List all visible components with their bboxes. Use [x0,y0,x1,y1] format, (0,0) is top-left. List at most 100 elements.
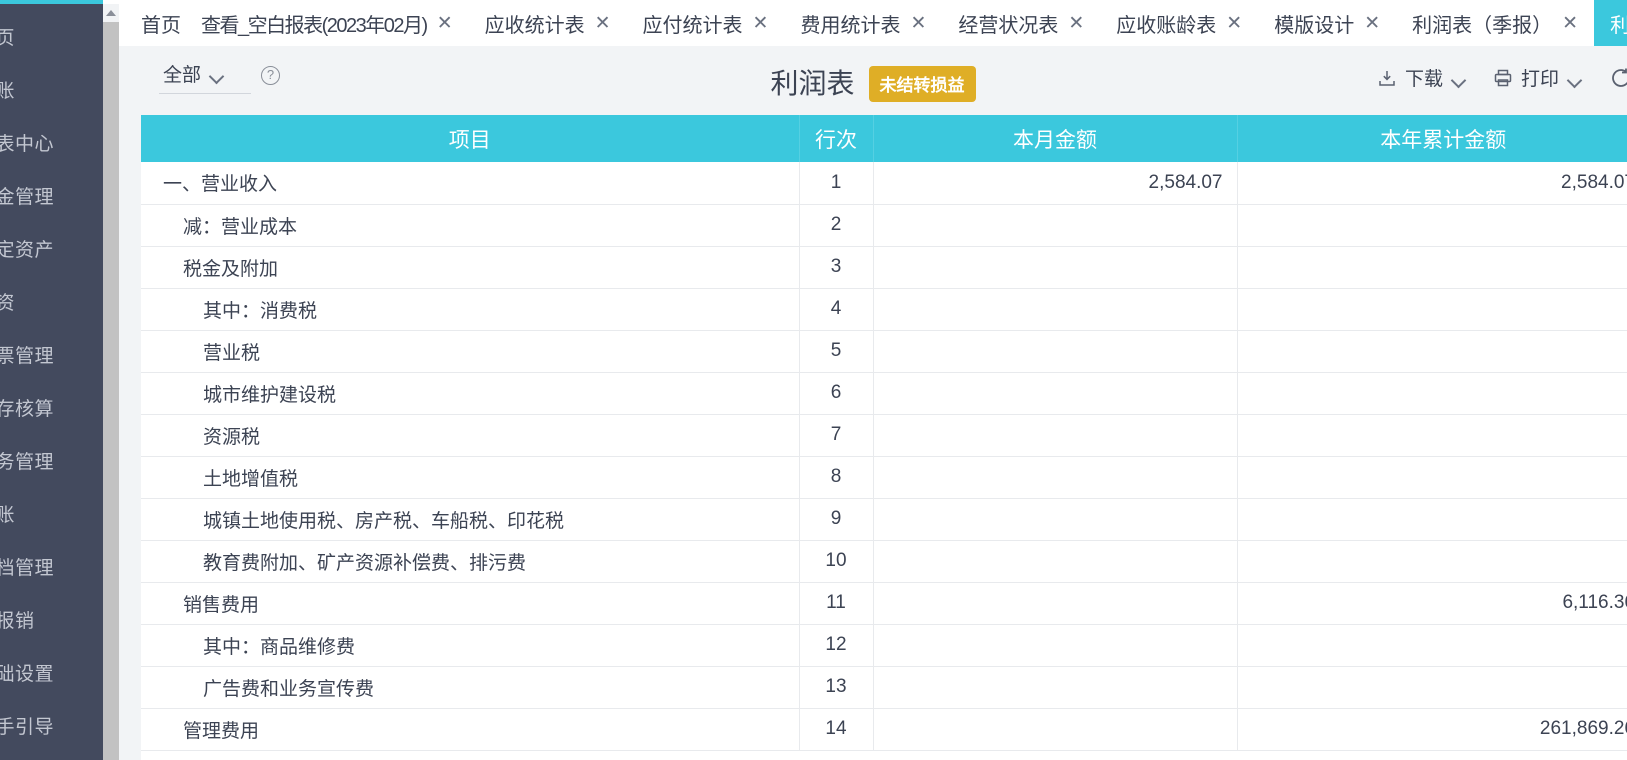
table-row[interactable]: 广告费和业务宣传费 13 [141,666,1627,709]
table-row[interactable]: 销售费用 11 6,116.36 [141,582,1627,625]
cell-line: 13 [799,666,874,709]
cell-month-amount[interactable] [873,246,1238,289]
table-row[interactable]: 教育费附加、矿产资源补偿费、排污费 10 [141,540,1627,583]
cell-item: 管理费用 [141,708,800,751]
close-icon[interactable]: ✕ [436,12,453,34]
cell-year-amount[interactable]: 6,116.36 [1237,582,1627,625]
sidebar-scrollbar[interactable] [103,4,119,760]
sidebar-item-home[interactable]: 首页 [0,10,103,63]
table-row[interactable]: 其中：商品维修费 12 [141,624,1627,667]
cell-year-amount[interactable]: 261,869.26 [1237,708,1627,751]
cell-item: 教育费附加、矿产资源补偿费、排污费 [141,540,800,583]
sidebar-item-getting-started[interactable]: 新手引导 [0,699,103,752]
table-row[interactable]: 营业税 5 [141,330,1627,373]
refresh-button[interactable] [1609,66,1627,90]
table-row[interactable]: 税金及附加 3 [141,246,1627,289]
table-row[interactable]: 土地增值税 8 [141,456,1627,499]
scope-select[interactable]: 全部 [159,60,251,94]
tab-receivable-aging[interactable]: 应收账龄表 ✕ [1100,0,1258,46]
sidebar-item-label: 首页 [0,28,16,49]
sidebar-item-tax-management[interactable]: 税务管理 [0,434,103,487]
cell-month-amount[interactable] [873,414,1238,457]
filter-group: 全部 ? [159,60,280,94]
cell-year-amount[interactable] [1237,288,1627,331]
cell-year-amount[interactable] [1237,666,1627,709]
tab-home[interactable]: 首页 [141,0,185,46]
cell-month-amount[interactable] [873,288,1238,331]
column-header-line[interactable]: 行次 [799,115,874,162]
report-table-container[interactable]: 项目 行次 本月金额 本年累计金额 一、营业收入 1 2,584.07 2,58… [141,115,1627,760]
sidebar-item-inventory-accounting[interactable]: 库存核算 [0,381,103,434]
scrollbar-thumb[interactable] [103,22,119,760]
sidebar-item-fund-management[interactable]: 资金管理 [0,169,103,222]
close-icon[interactable]: ✕ [1364,12,1381,34]
print-button[interactable]: 打印 [1493,64,1575,91]
close-icon[interactable]: ✕ [1068,12,1085,34]
sidebar-item-label: 总账 [0,81,16,102]
sidebar-item-general-ledger[interactable]: 总账 [0,63,103,116]
sidebar-item-fixed-assets[interactable]: 固定资产 [0,222,103,275]
table-row[interactable]: 城镇土地使用税、房产税、车船税、印花税 9 [141,498,1627,541]
table-row[interactable]: 资源税 7 [141,414,1627,457]
cell-month-amount[interactable] [873,330,1238,373]
cell-month-amount[interactable] [873,204,1238,247]
cell-year-amount[interactable]: 2,584.07 [1237,162,1627,205]
table-row[interactable]: 管理费用 14 261,869.26 [141,708,1627,751]
table-row[interactable]: 其中：消费税 4 [141,288,1627,331]
cell-month-amount[interactable] [873,498,1238,541]
tab-income-statement[interactable]: 利润表 ✕ [1594,0,1627,46]
table-row[interactable]: 一、营业收入 1 2,584.07 2,584.07 [141,162,1627,205]
column-header-item[interactable]: 项目 [141,115,800,162]
close-icon[interactable]: ✕ [594,12,611,34]
sidebar-item-invoice-management[interactable]: 发票管理 [0,328,103,381]
cell-year-amount[interactable] [1237,414,1627,457]
cell-month-amount[interactable] [873,624,1238,667]
sidebar-item-report-center[interactable]: 报表中心 [0,116,103,169]
scroll-up-arrow-icon[interactable] [103,4,119,22]
close-icon[interactable]: ✕ [910,12,927,34]
table-header: 项目 行次 本月金额 本年累计金额 [141,115,1627,162]
cell-month-amount[interactable] [873,540,1238,583]
cell-year-amount[interactable] [1237,372,1627,415]
close-icon[interactable]: ✕ [752,12,769,34]
column-header-year[interactable]: 本年累计金额 [1237,115,1627,162]
sidebar-item-basic-settings[interactable]: 基础设置 [0,646,103,699]
tab-view-blank-report[interactable]: 查看_空白报表(2023年02月) ✕ [185,0,469,46]
cell-month-amount[interactable]: 2,584.07 [873,162,1238,205]
column-header-month[interactable]: 本月金额 [873,115,1238,162]
cell-month-amount[interactable] [873,582,1238,625]
close-icon[interactable]: ✕ [1226,12,1243,34]
tab-receivable-statistics[interactable]: 应收统计表 ✕ [469,0,627,46]
cell-year-amount[interactable] [1237,498,1627,541]
cell-year-amount[interactable] [1237,246,1627,289]
download-icon [1377,68,1397,88]
tab-payable-statistics[interactable]: 应付统计表 ✕ [627,0,785,46]
sidebar-item-payroll[interactable]: 工资 [0,275,103,328]
cell-line: 3 [799,246,874,289]
sidebar-item-expense-reimbursement[interactable]: 畅报销 [0,593,103,646]
table-row[interactable]: 减：营业成本 2 [141,204,1627,247]
cell-year-amount[interactable] [1237,540,1627,583]
cell-year-amount[interactable] [1237,456,1627,499]
cell-month-amount[interactable] [873,456,1238,499]
sidebar-item-period-close[interactable]: 结账 [0,487,103,540]
table-row[interactable]: 城市维护建设税 6 [141,372,1627,415]
cell-item: 一、营业收入 [141,162,800,205]
sidebar-item-archive-management[interactable]: 归档管理 [0,540,103,593]
close-icon[interactable]: ✕ [1562,12,1579,34]
cell-item: 营业税 [141,330,800,373]
tab-operating-status[interactable]: 经营状况表 ✕ [942,0,1100,46]
tab-template-design[interactable]: 模版设计 ✕ [1258,0,1396,46]
tab-expense-statistics[interactable]: 费用统计表 ✕ [784,0,942,46]
cell-month-amount[interactable] [873,666,1238,709]
cell-month-amount[interactable] [873,372,1238,415]
download-button[interactable]: 下载 [1377,64,1459,91]
cell-line: 1 [799,162,874,205]
cell-year-amount[interactable] [1237,204,1627,247]
tab-income-statement-quarterly[interactable]: 利润表（季报） ✕ [1396,0,1594,46]
cell-month-amount[interactable] [873,708,1238,751]
cell-year-amount[interactable] [1237,330,1627,373]
sidebar-item-label: 发票管理 [0,346,55,367]
help-icon[interactable]: ? [261,65,280,85]
cell-year-amount[interactable] [1237,624,1627,667]
